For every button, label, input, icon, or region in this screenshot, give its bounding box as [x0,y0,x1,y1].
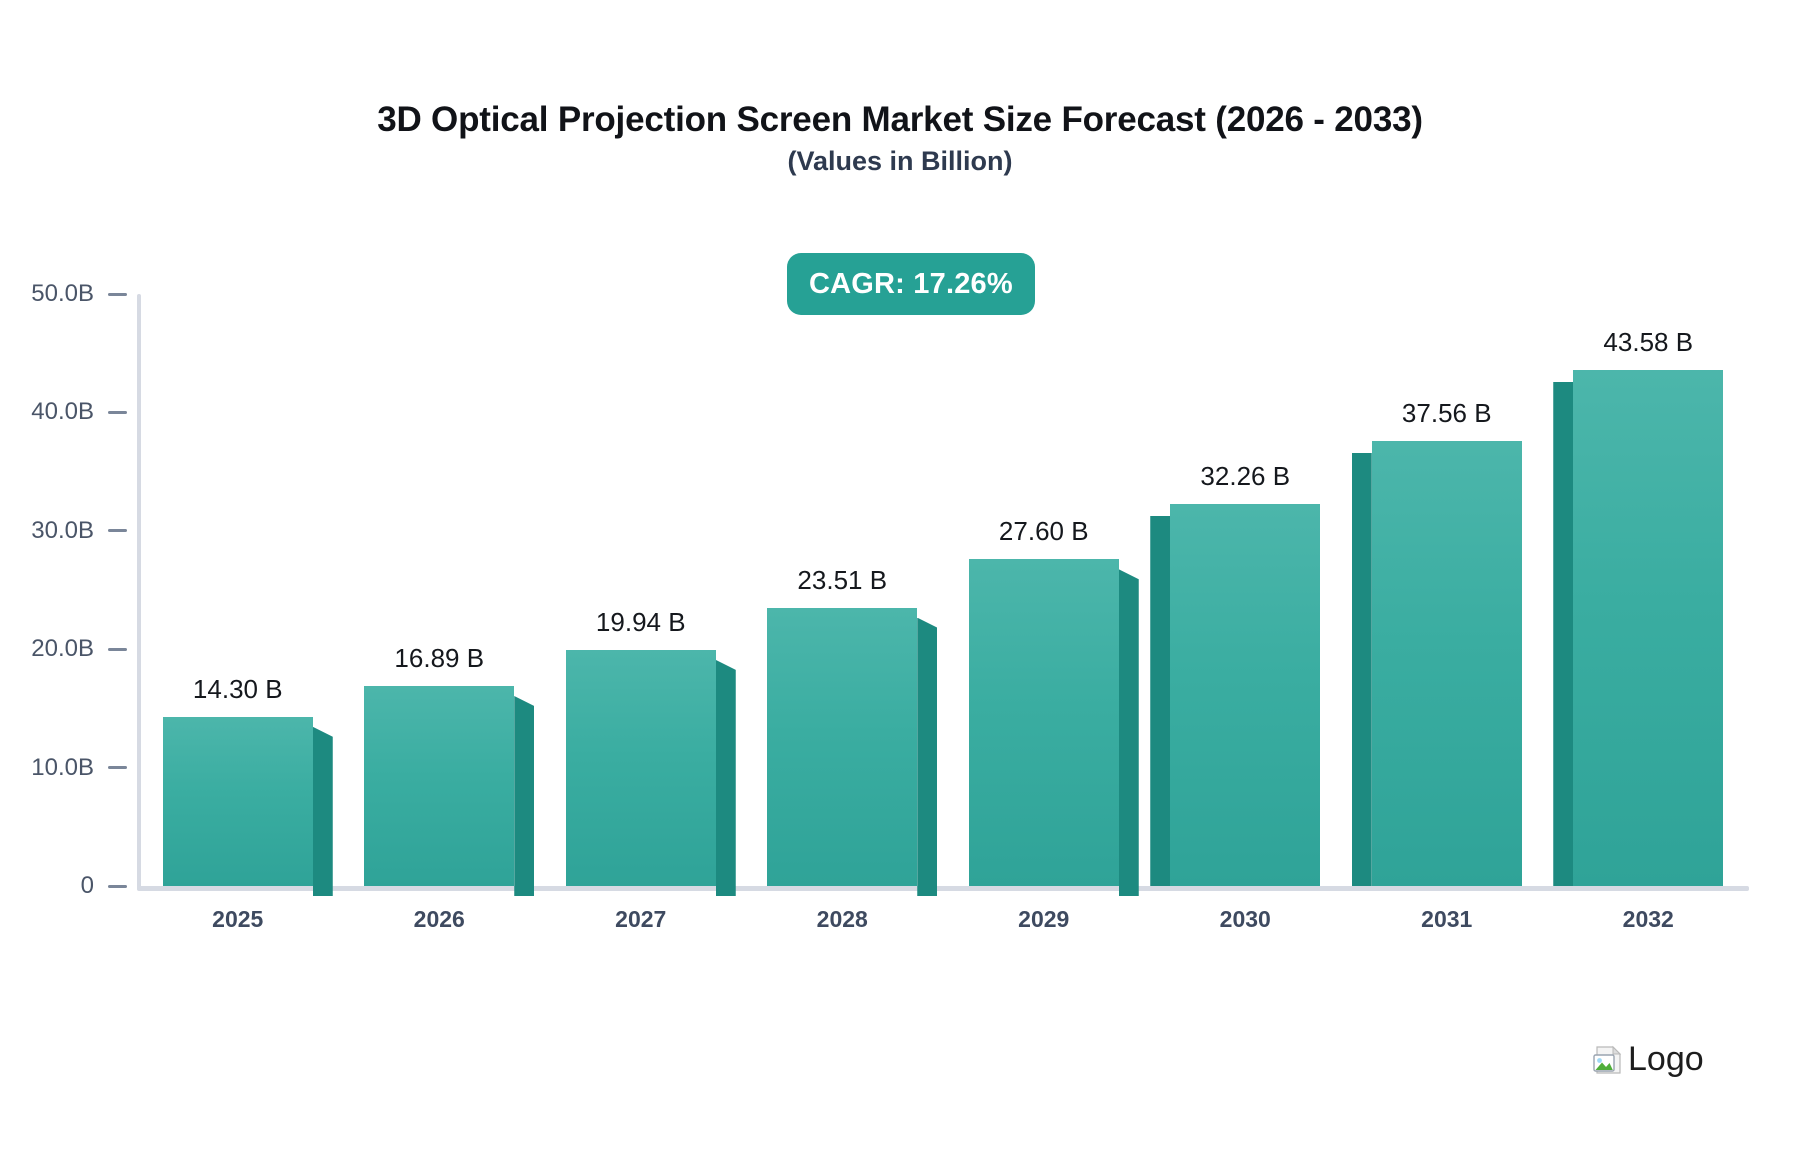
y-axis-tick: 20.0B [0,635,137,663]
logo-placeholder: Logo [1592,1040,1704,1079]
x-axis-category-label: 2032 [1622,906,1674,932]
x-axis-category-label: 2030 [1219,906,1271,932]
bar-column[interactable]: 43.58 B [1553,327,1724,886]
bar[interactable] [364,686,535,896]
x-axis-line [137,886,1749,891]
bar-face [1573,370,1724,886]
y-axis-tick: 10.0B [0,754,137,782]
bar-face [767,607,918,886]
y-axis-line [137,294,141,890]
bar-value-label: 19.94 B [595,606,686,637]
bar-side-face [1150,516,1171,886]
y-axis-tick-label: 30.0B [31,516,94,544]
y-axis-tick-label: 10.0B [31,753,94,781]
bar-side-face [1553,382,1574,886]
bar-value-label: 32.26 B [1200,461,1291,492]
x-axis-category-label: 2028 [816,906,868,932]
bar-value-label: 16.89 B [394,643,485,674]
bar[interactable] [1150,504,1321,886]
x-axis-category-label: 2026 [413,906,465,932]
bar-face [1170,504,1321,886]
bar-column[interactable]: 23.51 B [767,565,938,896]
bar-column[interactable]: 16.89 B [364,643,535,896]
broken-image-icon [1592,1043,1626,1077]
bar-side-face [1351,453,1372,886]
bar-column[interactable]: 37.56 B [1351,398,1522,886]
y-axis-tick-label: 50.0B [31,280,94,307]
y-axis-tick-mark [108,766,127,770]
bar[interactable] [565,649,736,896]
bar-face [565,649,716,886]
bar-value-label: 43.58 B [1603,327,1694,358]
bar-value-label: 27.60 B [998,516,1089,547]
bar[interactable] [767,607,938,896]
bar-side-face [1118,569,1139,896]
bar-value-label: 23.51 B [797,564,888,595]
y-axis-tick-mark [108,292,127,296]
y-axis-tick-label: 40.0B [31,398,94,426]
x-axis-category-label: 2027 [615,906,667,932]
bar-column[interactable]: 19.94 B [565,607,736,896]
bar-column[interactable]: 14.30 B [162,674,333,896]
chart-subtitle: (Values in Billion) [787,146,1013,176]
bar-face [968,559,1119,886]
bar-side-face [514,696,535,896]
x-axis-category-label: 2031 [1421,906,1473,932]
y-axis-tick-mark [108,647,127,651]
logo-alt-text: Logo [1628,1040,1704,1078]
y-axis-tick-mark [108,410,127,414]
bar-value-label: 37.56 B [1401,398,1492,429]
y-axis-tick-label: 0 [80,872,94,899]
x-axis-category-label: 2025 [212,906,264,932]
y-axis-tick-label: 20.0B [31,635,94,663]
bar-side-face [917,617,938,896]
bar-side-face [715,659,736,896]
y-axis-tick: 0 [0,872,137,900]
y-axis-tick-mark [108,529,127,533]
bar-column[interactable]: 32.26 B [1150,461,1321,886]
bar[interactable] [968,559,1139,896]
bar[interactable] [1553,370,1724,886]
y-axis-tick: 40.0B [0,398,137,426]
cagr-badge: CAGR: 17.26% [787,253,1035,315]
y-axis-tick-mark [108,884,127,888]
bar-face [1371,441,1522,886]
x-axis-category-label: 2029 [1018,906,1070,932]
chart-title: 3D Optical Projection Screen Market Size… [377,100,1423,139]
y-axis-tick: 30.0B [0,517,137,545]
y-axis-tick: 50.0B [0,280,137,308]
bar-face [364,686,515,886]
bar-column[interactable]: 27.60 B [968,516,1139,896]
bar[interactable] [1351,441,1522,886]
bar-side-face [312,726,333,896]
bar[interactable] [162,716,333,896]
bar-value-label: 14.30 B [192,673,283,704]
bar-face [162,716,313,886]
plot-area: 50.0B 40.0B 30.0B 20.0B 10.0B 0 14.30 B 2025 16… [31,280,1749,932]
